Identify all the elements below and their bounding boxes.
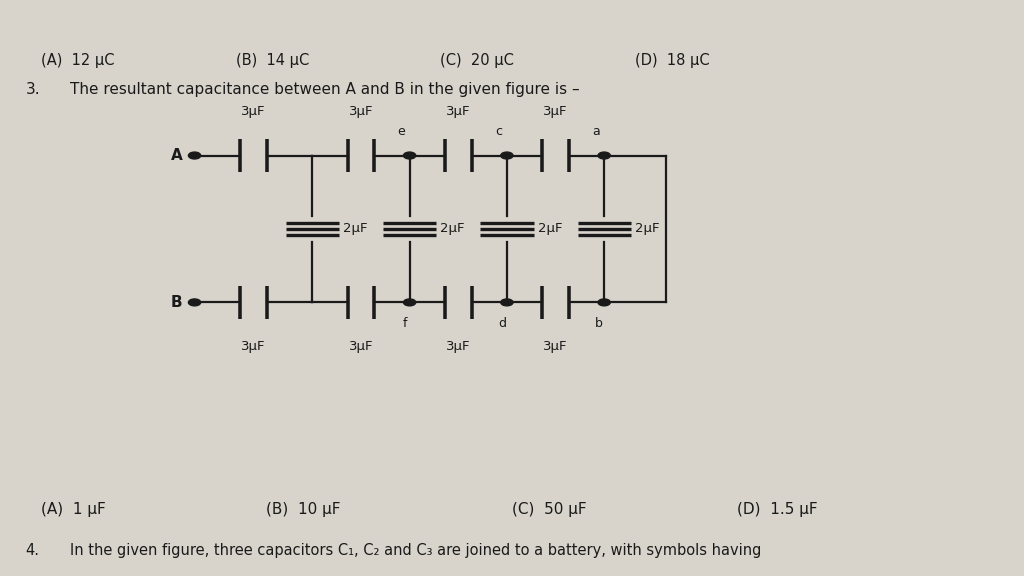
Text: The resultant capacitance between A and B in the given figure is –: The resultant capacitance between A and … [70,82,580,97]
Text: 3μF: 3μF [544,340,567,353]
Circle shape [403,299,416,306]
Text: 2μF: 2μF [635,222,659,236]
Circle shape [188,299,201,306]
Text: 2μF: 2μF [343,222,368,236]
Text: (D)  18 μC: (D) 18 μC [635,53,710,68]
Circle shape [598,152,610,159]
Text: (B)  10 μF: (B) 10 μF [266,502,341,517]
Text: (D)  1.5 μF: (D) 1.5 μF [737,502,818,517]
Circle shape [598,299,610,306]
Text: (C)  20 μC: (C) 20 μC [440,53,514,68]
Circle shape [501,152,513,159]
Text: (A)  12 μC: (A) 12 μC [41,53,115,68]
Text: (A)  1 μF: (A) 1 μF [41,502,105,517]
Circle shape [188,152,201,159]
Text: 4.: 4. [26,543,40,558]
Text: 3μF: 3μF [544,105,567,118]
Circle shape [403,152,416,159]
Text: f: f [402,317,407,330]
Text: (B)  14 μC: (B) 14 μC [236,53,309,68]
Text: (C)  50 μF: (C) 50 μF [512,502,587,517]
Text: c: c [496,125,502,138]
Text: 3μF: 3μF [242,340,265,353]
Text: a: a [592,125,600,138]
Text: 3μF: 3μF [242,105,265,118]
Text: 3μF: 3μF [446,340,470,353]
Circle shape [501,299,513,306]
Text: b: b [595,317,603,330]
Text: 2μF: 2μF [538,222,562,236]
Text: d: d [498,317,506,330]
Text: 3μF: 3μF [446,105,470,118]
Text: 3μF: 3μF [349,105,373,118]
Text: B: B [171,295,182,310]
Text: 2μF: 2μF [440,222,465,236]
Text: e: e [397,125,406,138]
Text: In the given figure, three capacitors C₁, C₂ and C₃ are joined to a battery, wit: In the given figure, three capacitors C₁… [70,543,761,558]
Text: 3μF: 3μF [349,340,373,353]
Text: A: A [171,148,182,163]
Text: 3.: 3. [26,82,40,97]
